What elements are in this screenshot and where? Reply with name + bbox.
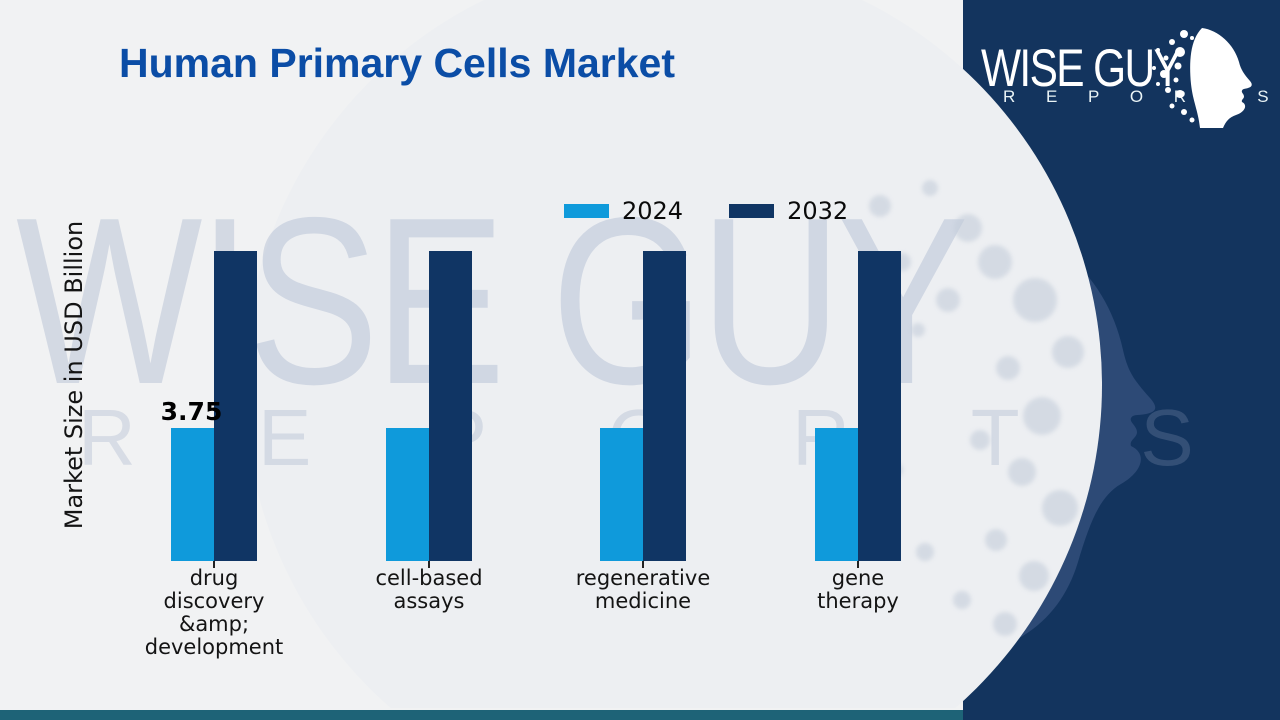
- bar-2032-series: [643, 250, 686, 561]
- category-label: gene therapy: [817, 566, 899, 613]
- bar-2024-series: [171, 427, 214, 561]
- category-label: cell-based assays: [375, 566, 483, 613]
- bar-2024-series: [815, 427, 858, 561]
- x-axis-tick: [213, 561, 215, 568]
- category-label: regenerative medicine: [575, 566, 711, 613]
- bar-2032-series: [429, 250, 472, 561]
- bar-2024-series: [600, 427, 643, 561]
- bar-2032-series: [858, 250, 901, 561]
- footer-accent-bar: [0, 710, 1280, 720]
- category-label: drug discovery &amp; development: [144, 566, 284, 659]
- brand-head-icon: [1152, 28, 1252, 128]
- bar-value-label: 3.75: [160, 396, 223, 426]
- bar-2024-series: [386, 427, 429, 561]
